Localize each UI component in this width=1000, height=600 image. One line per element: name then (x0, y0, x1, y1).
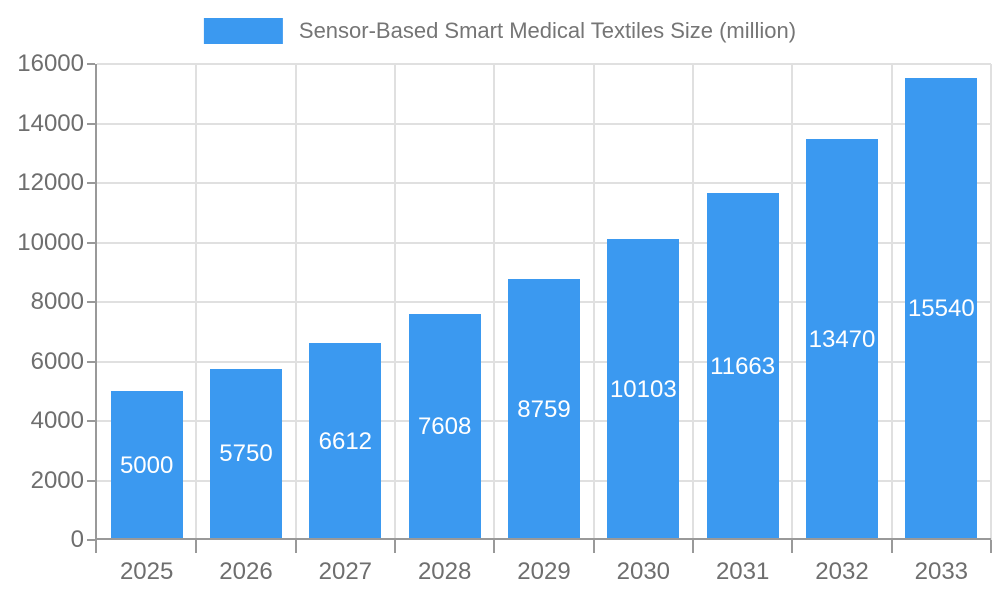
x-axis-label: 2028 (417, 558, 472, 585)
bar-value-label: 10103 (609, 375, 677, 403)
y-axis-label: 4000 (30, 407, 84, 434)
bar[interactable]: 13470 (806, 139, 878, 540)
y-axis-tick (87, 301, 95, 303)
x-axis-label: 2027 (318, 558, 373, 585)
y-axis-tick (87, 539, 95, 541)
bar-value-label: 5750 (219, 440, 273, 468)
x-gridline (890, 64, 893, 540)
x-gridline (791, 64, 794, 540)
y-axis-tick (87, 241, 95, 244)
y-axis-tick (87, 182, 95, 184)
x-axis-label: 2025 (119, 558, 174, 585)
x-axis-tick (493, 540, 496, 553)
y-axis-label: 14000 (17, 109, 84, 137)
y-axis-tick (87, 479, 95, 482)
x-axis-label: 2026 (219, 558, 273, 585)
bar[interactable]: 7608 (408, 313, 481, 540)
y-axis-tick (87, 420, 95, 422)
bar-value-label: 11663 (710, 352, 776, 380)
bar-value-label: 6612 (318, 427, 373, 455)
x-axis-label: 2033 (914, 558, 969, 585)
legend-label: Sensor-Based Smart Medical Textiles Size… (298, 18, 797, 43)
x-axis-tick (195, 540, 198, 553)
x-gridline (493, 64, 496, 540)
y-gridline (97, 241, 991, 244)
x-axis-tick (990, 540, 992, 553)
x-gridline (592, 64, 595, 540)
y-axis-label: 10000 (17, 228, 84, 256)
y-gridline (97, 63, 991, 65)
bar[interactable]: 10103 (607, 239, 680, 540)
y-axis-tick (87, 360, 95, 363)
x-axis-label: 2029 (517, 558, 571, 585)
x-axis-tick (394, 540, 396, 553)
x-axis-tick (294, 540, 297, 553)
y-axis-label: 16000 (17, 50, 84, 77)
x-axis-tick (692, 540, 694, 553)
bar-value-label: 7608 (417, 412, 472, 440)
x-axis-label: 2030 (616, 558, 671, 585)
x-gridline (394, 64, 396, 540)
x-axis-line (97, 538, 991, 540)
y-axis-label: 2000 (30, 466, 84, 494)
y-axis-label: 6000 (30, 347, 84, 375)
x-gridline (990, 64, 992, 540)
y-axis-label: 12000 (17, 169, 84, 196)
y-axis-label: 8000 (30, 288, 84, 315)
bar[interactable]: 8759 (508, 279, 580, 540)
x-gridline (692, 64, 694, 540)
bar[interactable]: 5000 (110, 391, 183, 540)
y-axis-tick (87, 122, 95, 125)
y-gridline (97, 182, 991, 184)
bar-value-label: 15540 (907, 294, 975, 322)
bar[interactable]: 5750 (210, 368, 282, 540)
y-axis-line (95, 64, 97, 553)
bar-value-label: 5000 (119, 451, 174, 479)
x-axis-label: 2032 (815, 558, 869, 585)
x-axis-tick (592, 540, 595, 553)
bar[interactable]: 6612 (309, 343, 382, 540)
x-axis-tick (890, 540, 893, 553)
y-axis-tick (87, 63, 95, 65)
y-gridline (97, 122, 991, 125)
x-gridline (294, 64, 297, 540)
plot-area: 0 2000 4000 6000 8000 10000 12000 14000 16000 500… (17, 52, 992, 584)
legend-item[interactable]: Sensor-Based Smart Medical Textiles Size… (203, 18, 797, 44)
legend-swatch-icon (203, 18, 283, 44)
x-gridline (195, 64, 198, 540)
bar-value-label: 8759 (517, 395, 571, 423)
x-axis-tick (791, 540, 794, 553)
bar-value-label: 13470 (808, 325, 876, 353)
bar[interactable]: 15540 (905, 77, 978, 540)
y-axis-label: 0 (70, 526, 84, 553)
x-axis-label: 2031 (715, 558, 770, 585)
bar[interactable]: 11663 (706, 193, 779, 540)
